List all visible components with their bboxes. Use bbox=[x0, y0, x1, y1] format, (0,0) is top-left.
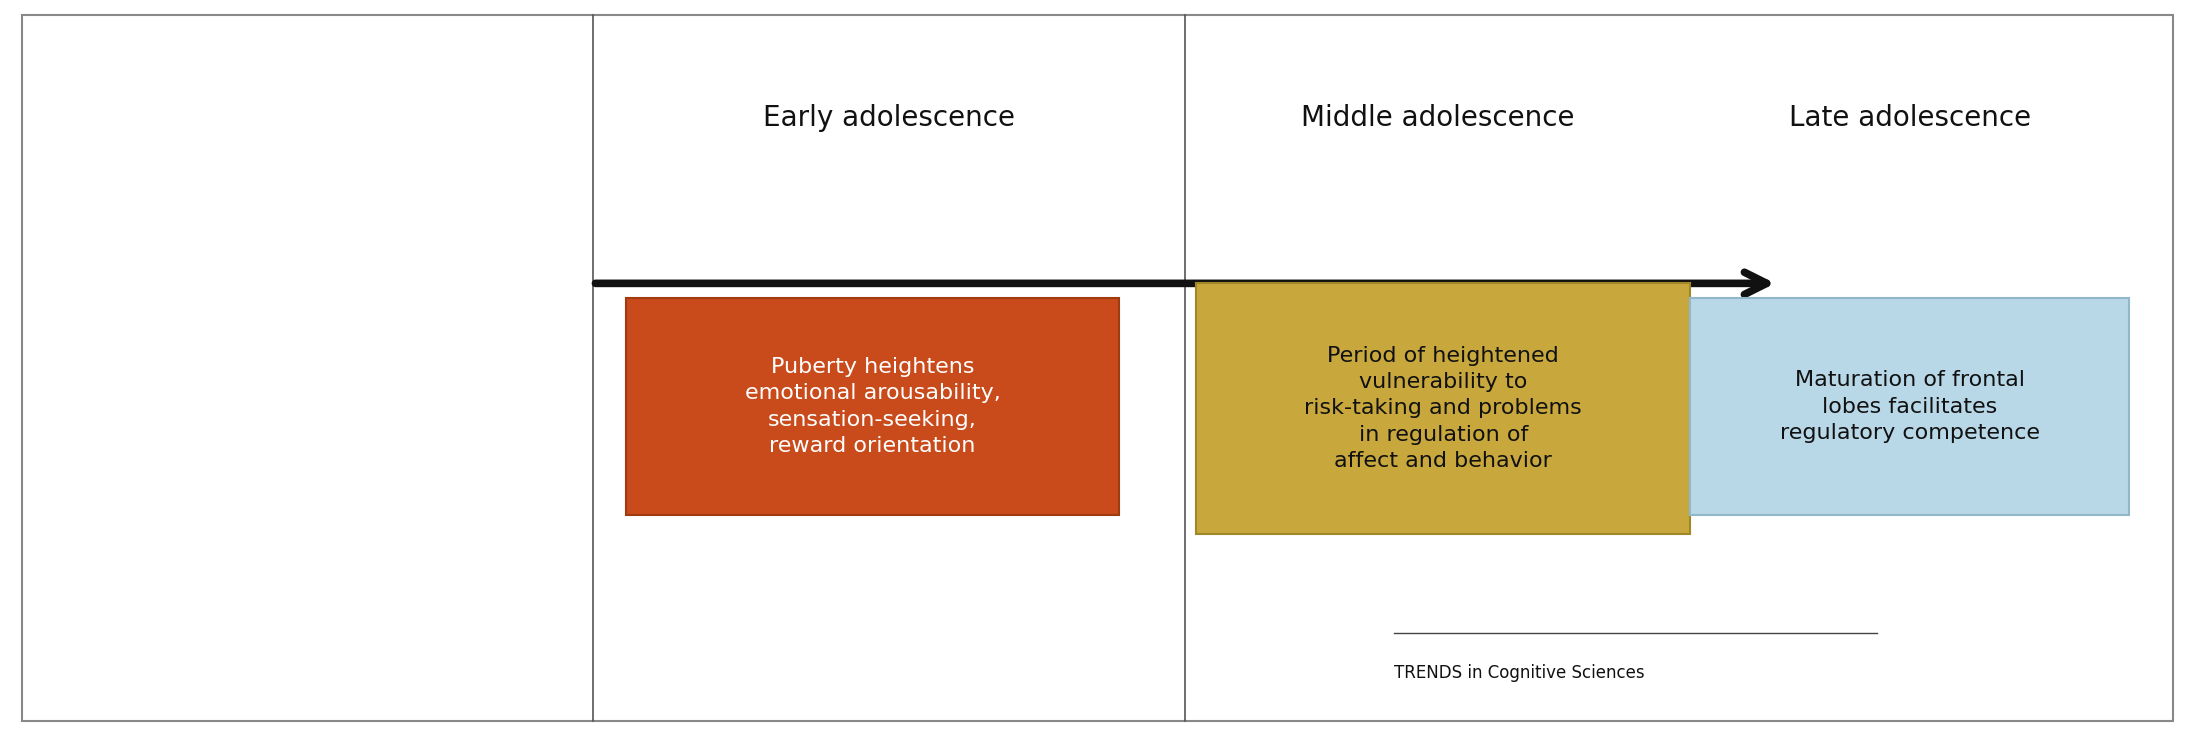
Text: Middle adolescence: Middle adolescence bbox=[1302, 104, 1574, 132]
Text: Early adolescence: Early adolescence bbox=[764, 104, 1014, 132]
FancyBboxPatch shape bbox=[1690, 298, 2129, 515]
Text: Late adolescence: Late adolescence bbox=[1789, 104, 2030, 132]
Text: TRENDS in Cognitive Sciences: TRENDS in Cognitive Sciences bbox=[1394, 665, 1644, 682]
Text: Puberty heightens
emotional arousability,
sensation-seeking,
reward orientation: Puberty heightens emotional arousability… bbox=[744, 357, 1001, 456]
Text: Period of heightened
vulnerability to
risk-taking and problems
in regulation of
: Period of heightened vulnerability to ri… bbox=[1304, 346, 1583, 471]
FancyBboxPatch shape bbox=[626, 298, 1119, 515]
FancyBboxPatch shape bbox=[1196, 283, 1690, 534]
Text: Maturation of frontal
lobes facilitates
regulatory competence: Maturation of frontal lobes facilitates … bbox=[1780, 370, 2039, 443]
